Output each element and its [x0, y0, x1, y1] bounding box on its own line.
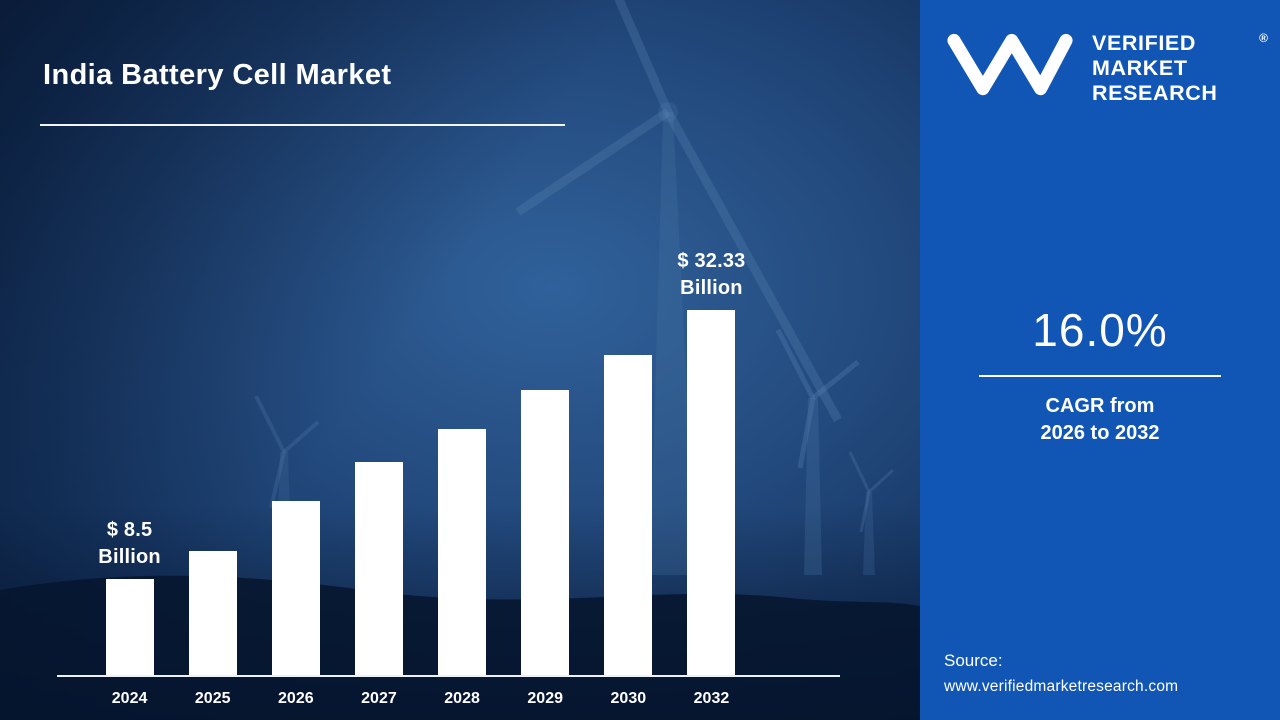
bar-2024 [105, 579, 154, 675]
x-axis-label-2032: 2032 [693, 690, 730, 707]
cagr-caption-line2: 2026 to 2032 [1040, 422, 1160, 444]
source-label: Source: [944, 651, 1003, 670]
x-axis-label-2025: 2025 [194, 690, 231, 707]
brand-name: VERIFIED MARKET RESEARCH [1092, 31, 1217, 106]
bars-row: $ 8.5 Billion $ 32.33 Billion [88, 243, 753, 675]
bar-chart: $ 8.5 Billion $ 32.33 Billion 2024 2025 2026 2… [57, 243, 840, 708]
x-axis-label-2024: 2024 [111, 690, 148, 707]
cagr-caption: CAGR from 2026 to 2032 [920, 393, 1280, 447]
x-axis-label-2026: 2026 [278, 690, 314, 707]
bar-slot-2024: $ 8.5 Billion [88, 517, 171, 675]
brand-name-line3: RESEARCH [1092, 81, 1218, 106]
cagr-value: 16.0% [1032, 304, 1168, 356]
bar-slot-2027 [337, 462, 420, 675]
source-block: Source: www.verifiedmarketresearch.com [944, 651, 1178, 696]
vmr-monogram-icon [947, 33, 1073, 96]
bar-2026 [271, 501, 320, 675]
registered-trademark-symbol: ® [1259, 31, 1268, 45]
x-axis-label-2030: 2030 [610, 690, 647, 707]
bar-slot-2032: $ 32.33 Billion [670, 248, 753, 675]
x-axis-labels: 2024 2025 2026 2027 2028 2029 2030 2032 [88, 677, 753, 708]
bar-2032 [687, 310, 736, 675]
brand-name-line1: VERIFIED [1092, 31, 1196, 55]
bar-2025 [188, 551, 237, 675]
x-axis-label-2028: 2028 [444, 690, 480, 707]
cagr-block: 16.0% CAGR from 2026 to 2032 [920, 303, 1280, 447]
bar-2028 [438, 429, 487, 675]
bar-slot-2029 [504, 390, 587, 675]
bar-slot-2030 [587, 355, 670, 675]
cagr-caption-line1: CAGR from [1045, 395, 1155, 417]
chart-section: India Battery Cell Market $ 8.5 Billion $ … [0, 0, 920, 720]
title-underline [40, 124, 565, 126]
x-axis-label-2029: 2029 [527, 690, 563, 707]
cagr-underline [979, 375, 1221, 377]
bar-slot-2026 [254, 501, 337, 675]
bar-value-label-2024: $ 8.5 Billion [98, 519, 161, 568]
x-axis-line [57, 675, 840, 677]
bar-value-label-2032: $ 32.33 Billion [677, 250, 746, 299]
brand-name-line2: MARKET [1092, 56, 1188, 81]
bar-slot-2028 [421, 429, 504, 675]
bar-slot-2025 [171, 551, 254, 675]
x-axis-label-2027: 2027 [361, 690, 397, 707]
bar-2027 [354, 462, 403, 675]
page-title: India Battery Cell Market [43, 59, 392, 92]
bar-2029 [521, 390, 570, 675]
side-panel: VERIFIED MARKET RESEARCH ® 16.0% CAGR fr… [920, 0, 1280, 720]
bar-2030 [604, 355, 653, 675]
brand-block: VERIFIED MARKET RESEARCH [940, 30, 1254, 106]
source-url: www.verifiedmarketresearch.com [944, 678, 1179, 695]
